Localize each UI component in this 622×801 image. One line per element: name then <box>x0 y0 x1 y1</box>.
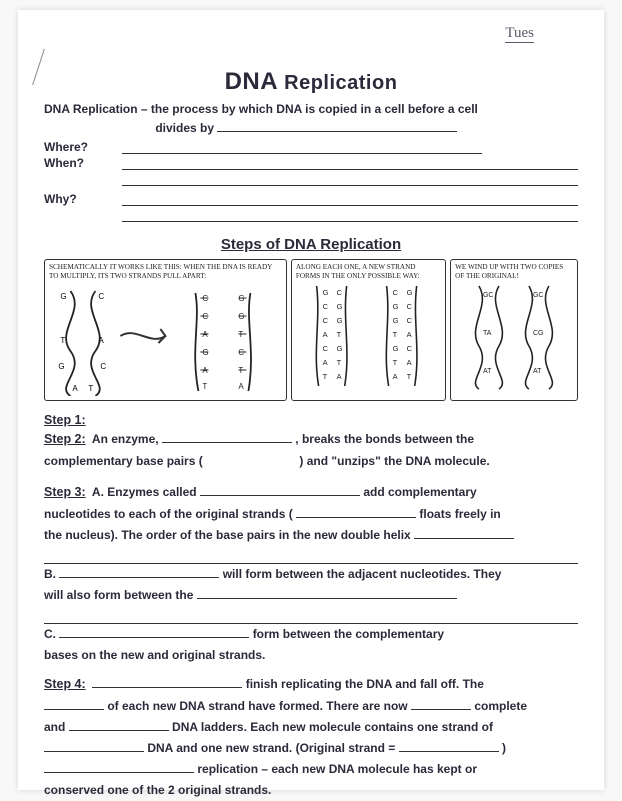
svg-text:A: A <box>238 382 244 391</box>
worksheet-page: Tues DNA Replication DNA Replication – t… <box>18 10 604 790</box>
step-1-label: Step 1: <box>44 413 578 427</box>
svg-text:T: T <box>406 372 411 381</box>
panel-3: We wind up with two copies of the origin… <box>450 259 578 401</box>
svg-text:G: G <box>58 362 64 371</box>
when-row-2 <box>44 172 578 186</box>
svg-text:A: A <box>406 330 411 339</box>
svg-text:C: C <box>406 316 412 325</box>
svg-text:GC: GC <box>483 292 494 299</box>
steps-heading: Steps of DNA Replication <box>44 236 578 253</box>
svg-text:A: A <box>392 372 397 381</box>
svg-text:G: G <box>392 344 398 353</box>
svg-text:C: C <box>98 292 104 301</box>
svg-text:AT: AT <box>483 368 492 375</box>
svg-text:A: A <box>72 384 78 393</box>
page-title: DNA Replication <box>44 68 578 96</box>
diagram-panels: Schematically it works like this: when t… <box>44 259 578 401</box>
svg-text:T: T <box>336 358 341 367</box>
svg-text:T: T <box>336 330 341 339</box>
svg-text:G: G <box>336 316 342 325</box>
svg-text:G: G <box>392 302 398 311</box>
intro-text: DNA Replication – the process by which D… <box>44 100 578 138</box>
svg-text:T: T <box>392 330 397 339</box>
svg-text:C: C <box>322 316 328 325</box>
svg-text:A: A <box>322 358 327 367</box>
svg-text:T: T <box>322 372 327 381</box>
step-3: Step 3: A. Enzymes called add complement… <box>44 482 578 666</box>
svg-text:G: G <box>60 292 66 301</box>
why-row: Why? <box>44 192 578 206</box>
svg-text:C: C <box>322 302 328 311</box>
svg-text:G: G <box>322 288 328 297</box>
svg-text:CG: CG <box>533 330 544 337</box>
svg-text:A: A <box>406 358 411 367</box>
svg-text:A: A <box>322 330 327 339</box>
handwritten-note: Tues <box>505 25 534 43</box>
svg-text:T: T <box>88 384 93 393</box>
svg-text:C: C <box>392 288 398 297</box>
svg-text:C: C <box>336 288 342 297</box>
slash-mark <box>24 48 54 86</box>
panel-1: Schematically it works like this: when t… <box>44 259 287 401</box>
svg-text:G: G <box>392 316 398 325</box>
step-2: Step 2: An enzyme, , breaks the bonds be… <box>44 429 578 472</box>
svg-text:C: C <box>100 362 106 371</box>
when-row: When? <box>44 156 578 170</box>
why-row-2 <box>44 208 578 222</box>
svg-text:C: C <box>406 302 412 311</box>
panel-2: Along each one, a new strand forms in th… <box>291 259 446 401</box>
svg-text:G: G <box>406 288 412 297</box>
svg-text:T: T <box>392 358 397 367</box>
svg-text:AT: AT <box>533 368 542 375</box>
step-4: Step 4: finish replicating the DNA and f… <box>44 674 578 801</box>
svg-text:TA: TA <box>483 330 492 337</box>
svg-text:C: C <box>322 344 328 353</box>
svg-text:G: G <box>336 302 342 311</box>
svg-text:G: G <box>336 344 342 353</box>
svg-text:C: C <box>406 344 412 353</box>
svg-text:A: A <box>336 372 341 381</box>
svg-text:T: T <box>202 382 207 391</box>
svg-text:T: T <box>60 336 65 345</box>
where-row: Where? <box>44 140 578 154</box>
svg-text:A: A <box>98 336 104 345</box>
svg-text:GC: GC <box>533 292 544 299</box>
